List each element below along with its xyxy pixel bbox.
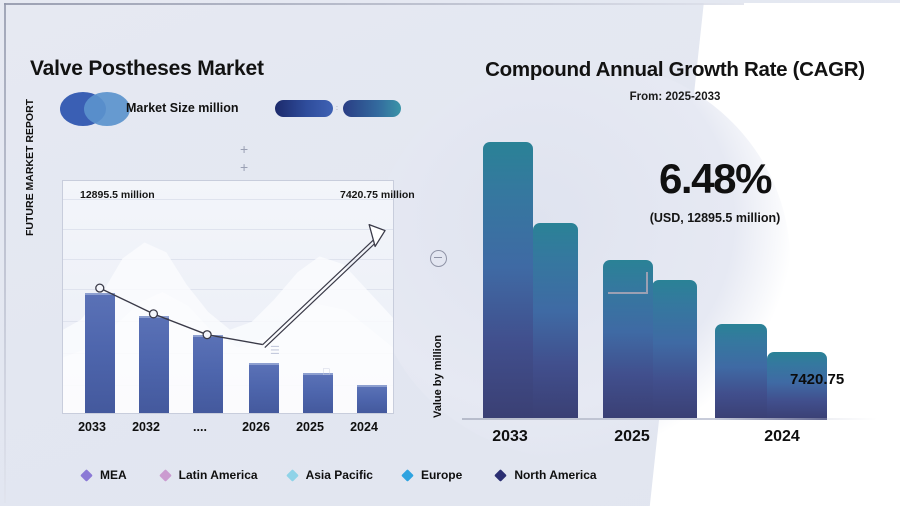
left-chart: ☰ □ bbox=[62, 180, 394, 414]
bar-2026 bbox=[249, 363, 279, 413]
growth-arrow-icon bbox=[262, 223, 386, 348]
right-panel-title: Compound Annual Growth Rate (CAGR) bbox=[485, 58, 865, 81]
left-chart-y-axis-label: FUTURE MARKET REPORT bbox=[24, 98, 36, 236]
x-label-2033: 2033 bbox=[78, 420, 106, 434]
left-chart-value-start: 12895.5 million bbox=[80, 189, 155, 201]
right-bar-2024-front bbox=[715, 324, 767, 420]
bar-2032 bbox=[139, 316, 169, 413]
pill-primary bbox=[275, 100, 333, 117]
right-chart-baseline bbox=[462, 418, 877, 420]
right-x-label-2033: 2033 bbox=[492, 428, 528, 445]
legend-item-europe[interactable]: Europe bbox=[401, 468, 463, 482]
right-bar-2033-front bbox=[483, 142, 533, 420]
bar-2033 bbox=[85, 293, 115, 413]
right-bar-2025-front bbox=[603, 260, 653, 420]
ghost-list-icon: ☰ bbox=[270, 345, 280, 357]
bar-mid bbox=[193, 335, 223, 413]
bar-2025 bbox=[303, 373, 333, 413]
legend-marker-icon bbox=[285, 468, 299, 482]
legend: MEA Latin America Asia Pacific Europe No… bbox=[80, 465, 597, 485]
pill-secondary bbox=[343, 100, 401, 117]
left-panel-title: Valve Postheses Market bbox=[30, 57, 264, 80]
legend-item-asia-pacific[interactable]: Asia Pacific bbox=[285, 468, 373, 482]
right-chart bbox=[455, 140, 900, 420]
left-chart-value-end: 7420.75 million bbox=[340, 189, 415, 201]
panel-top-border bbox=[4, 3, 744, 5]
x-label-2032: 2032 bbox=[132, 420, 160, 434]
x-label-2026: 2026 bbox=[242, 420, 270, 434]
right-chart-data-label: 7420.75 bbox=[790, 371, 845, 388]
market-size-label: Market Size million bbox=[126, 101, 239, 115]
legend-label: MEA bbox=[100, 468, 127, 482]
panel-left-border bbox=[4, 3, 6, 503]
legend-label: Asia Pacific bbox=[305, 468, 373, 482]
legend-marker-icon bbox=[80, 468, 93, 482]
right-x-label-2024: 2024 bbox=[764, 428, 800, 445]
legend-item-north-america[interactable]: North America bbox=[494, 468, 597, 482]
pill-separator-dot: : bbox=[336, 105, 338, 112]
legend-item-mea[interactable]: MEA bbox=[80, 468, 127, 482]
decorative-plus-icon-1: + bbox=[240, 141, 249, 157]
x-label-2024: 2024 bbox=[350, 420, 378, 434]
minus-circle-icon bbox=[430, 250, 447, 267]
decorative-plus-icon-2: + bbox=[240, 159, 249, 175]
legend-marker-icon bbox=[158, 468, 172, 482]
legend-item-latin-america[interactable]: Latin America bbox=[158, 468, 258, 482]
right-bar-2025-back bbox=[652, 280, 697, 420]
x-label-2025: 2025 bbox=[296, 420, 324, 434]
ghost-square-icon: □ bbox=[323, 366, 330, 378]
legend-label: Latin America bbox=[178, 468, 258, 482]
venn-circles-icon bbox=[60, 92, 130, 126]
legend-marker-icon bbox=[494, 468, 508, 482]
connector-line bbox=[608, 272, 648, 294]
cagr-units: (USD, 12895.5 million) bbox=[649, 211, 781, 225]
x-label-mid: .... bbox=[193, 420, 207, 434]
right-x-label-2025: 2025 bbox=[614, 428, 650, 445]
right-bar-2033-back bbox=[533, 223, 578, 420]
pill-group: : bbox=[275, 100, 405, 117]
value-by-million-label: Value by million bbox=[432, 334, 444, 418]
legend-marker-icon bbox=[401, 468, 414, 482]
brand-row: Market Size million : bbox=[60, 92, 401, 126]
right-panel-subtitle: From: 2025-2033 bbox=[629, 91, 721, 103]
trend-line-series bbox=[95, 223, 386, 348]
legend-label: Europe bbox=[420, 468, 463, 482]
cagr-value: 6.48% bbox=[658, 155, 772, 202]
legend-label: North America bbox=[514, 468, 597, 482]
right-bar-2024-back bbox=[767, 352, 827, 420]
bar-2024 bbox=[357, 385, 387, 413]
